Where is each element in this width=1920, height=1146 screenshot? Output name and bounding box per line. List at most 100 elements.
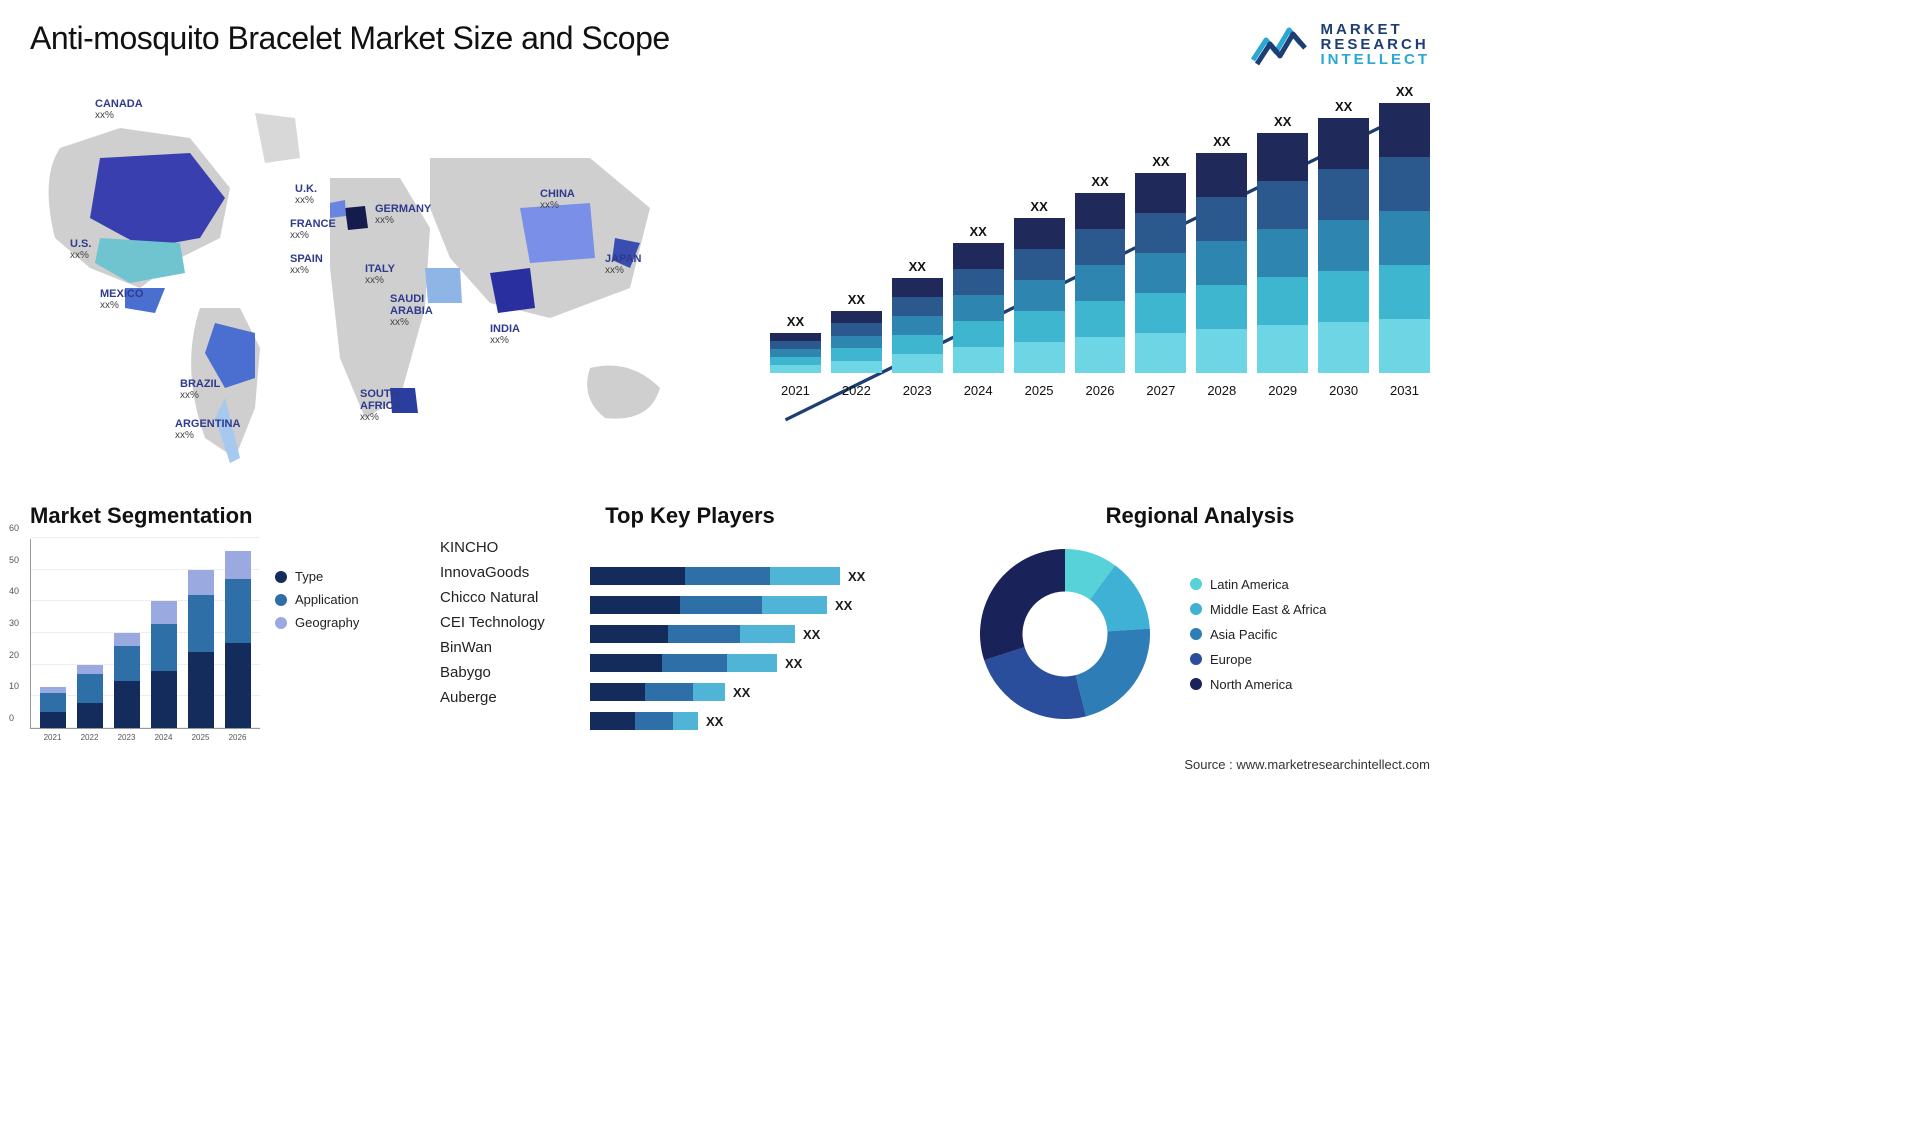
logo-text: MARKET RESEARCH INTELLECT — [1321, 22, 1431, 67]
player-name: InnovaGoods — [440, 564, 570, 581]
growth-bar-year: 2031 — [1390, 383, 1419, 398]
map-country-label: BRAZILxx% — [180, 378, 220, 401]
seg-bar — [114, 633, 140, 728]
player-bar-value: XX — [706, 714, 723, 729]
growth-bar-stack — [1075, 193, 1126, 373]
donut-slice — [984, 647, 1086, 719]
map-country-label: ITALYxx% — [365, 263, 395, 286]
growth-bar-year: 2022 — [842, 383, 871, 398]
header: Anti-mosquito Bracelet Market Size and S… — [30, 20, 1430, 68]
map-country-label: SPAINxx% — [290, 253, 323, 276]
growth-bar: XX 2024 — [953, 224, 1004, 398]
growth-bar-value: XX — [1213, 134, 1230, 149]
seg-xtick: 2024 — [155, 733, 173, 742]
growth-bar-stack — [1014, 218, 1065, 373]
seg-xtick: 2025 — [192, 733, 210, 742]
growth-bar-stack — [1196, 153, 1247, 373]
growth-bar: XX 2031 — [1379, 84, 1430, 398]
player-bar-row: XX — [590, 712, 940, 730]
seg-bar — [188, 570, 214, 728]
growth-bar-value: XX — [1030, 199, 1047, 214]
player-bar-row: XX — [590, 567, 940, 585]
players-title: Top Key Players — [440, 503, 940, 529]
growth-bar-stack — [953, 243, 1004, 373]
legend-item: Geography — [275, 615, 359, 630]
map-country-label: CHINAxx% — [540, 188, 575, 211]
growth-bar-year: 2027 — [1146, 383, 1175, 398]
map-country-label: JAPANxx% — [605, 253, 641, 276]
growth-bar-value: XX — [787, 314, 804, 329]
growth-bar-chart: XX2021XX2022XX2023XX2024XX2025XX2026XX20… — [770, 88, 1430, 448]
legend-item: Latin America — [1190, 577, 1326, 592]
world-map-chart: CANADAxx%U.S.xx%MEXICOxx%BRAZILxx%ARGENT… — [30, 88, 730, 478]
logo-line: INTELLECT — [1321, 52, 1431, 67]
logo-line: MARKET — [1321, 22, 1431, 37]
growth-bar: XX 2029 — [1257, 114, 1308, 398]
player-bar-row: XX — [590, 625, 940, 643]
growth-bar-year: 2024 — [964, 383, 993, 398]
map-country-label: U.K.xx% — [295, 183, 317, 206]
legend-item: Europe — [1190, 652, 1326, 667]
growth-bar-value: XX — [970, 224, 987, 239]
player-bar-row: XX — [590, 654, 940, 672]
legend-item: Middle East & Africa — [1190, 602, 1326, 617]
growth-bar: XX2026 — [1075, 174, 1126, 398]
map-country-label: ARGENTINAxx% — [175, 418, 240, 441]
growth-bar-year: 2023 — [903, 383, 932, 398]
seg-ytick: 50 — [9, 555, 19, 565]
seg-bar — [151, 601, 177, 728]
legend-item: Application — [275, 592, 359, 607]
player-name: Chicco Natural — [440, 589, 570, 606]
growth-bar-year: 2030 — [1329, 383, 1358, 398]
segmentation-xaxis: 2021 2022 2023 2024 2025 2026 — [30, 733, 260, 742]
bottom-row: Market Segmentation 0102030405060 202120… — [30, 503, 1430, 742]
player-name: Auberge — [440, 689, 570, 706]
seg-xtick: 2022 — [81, 733, 99, 742]
seg-ytick: 30 — [9, 618, 19, 628]
seg-xtick: 2026 — [229, 733, 247, 742]
player-bar-value: XX — [785, 656, 802, 671]
donut-slice — [1076, 629, 1150, 717]
seg-xtick: 2021 — [44, 733, 62, 742]
player-bar-row: XX — [590, 683, 940, 701]
growth-bar-stack — [892, 278, 943, 373]
growth-bar-value: XX — [1091, 174, 1108, 189]
map-country-label: INDIAxx% — [490, 323, 520, 346]
player-name: KINCHO — [440, 539, 570, 556]
growth-bar: XX2023 — [892, 259, 943, 398]
regional-donut-chart — [970, 539, 1160, 729]
seg-ytick: 60 — [9, 523, 19, 533]
seg-xtick: 2023 — [118, 733, 136, 742]
growth-bar-year: 2029 — [1268, 383, 1297, 398]
growth-bar-value: XX — [1335, 99, 1352, 114]
hero-row: CANADAxx%U.S.xx%MEXICOxx%BRAZILxx%ARGENT… — [30, 88, 1430, 478]
player-name: Babygo — [440, 664, 570, 681]
growth-bar: XX 2022 — [831, 292, 882, 398]
segmentation-plot: 0102030405060 — [30, 539, 260, 729]
seg-ytick: 10 — [9, 681, 19, 691]
segmentation-panel: Market Segmentation 0102030405060 202120… — [30, 503, 410, 742]
map-country-label: SAUDIARABIAxx% — [390, 293, 433, 328]
legend-item: Asia Pacific — [1190, 627, 1326, 642]
growth-bar-year: 2021 — [781, 383, 810, 398]
growth-bar-stack — [770, 333, 821, 373]
growth-bar-value: XX — [848, 292, 865, 307]
growth-bar: XX 2030 — [1318, 99, 1369, 398]
growth-bar: XX 2028 — [1196, 134, 1247, 398]
seg-bar — [40, 687, 66, 728]
growth-bar-year: 2025 — [1025, 383, 1054, 398]
growth-bar-year: 2028 — [1207, 383, 1236, 398]
player-bar-row: XX — [590, 596, 940, 614]
map-country-label: CANADAxx% — [95, 98, 143, 121]
growth-bar-value: XX — [1274, 114, 1291, 129]
map-country-label: SOUTHAFRICAxx% — [360, 388, 402, 423]
page-title: Anti-mosquito Bracelet Market Size and S… — [30, 20, 670, 57]
regional-title: Regional Analysis — [970, 503, 1430, 529]
player-name: CEI Technology — [440, 614, 570, 631]
player-bar-value: XX — [848, 569, 865, 584]
legend-item: North America — [1190, 677, 1326, 692]
growth-bar-value: XX — [1396, 84, 1413, 99]
map-country-label: FRANCExx% — [290, 218, 336, 241]
growth-bar-stack — [831, 311, 882, 373]
player-name: BinWan — [440, 639, 570, 656]
